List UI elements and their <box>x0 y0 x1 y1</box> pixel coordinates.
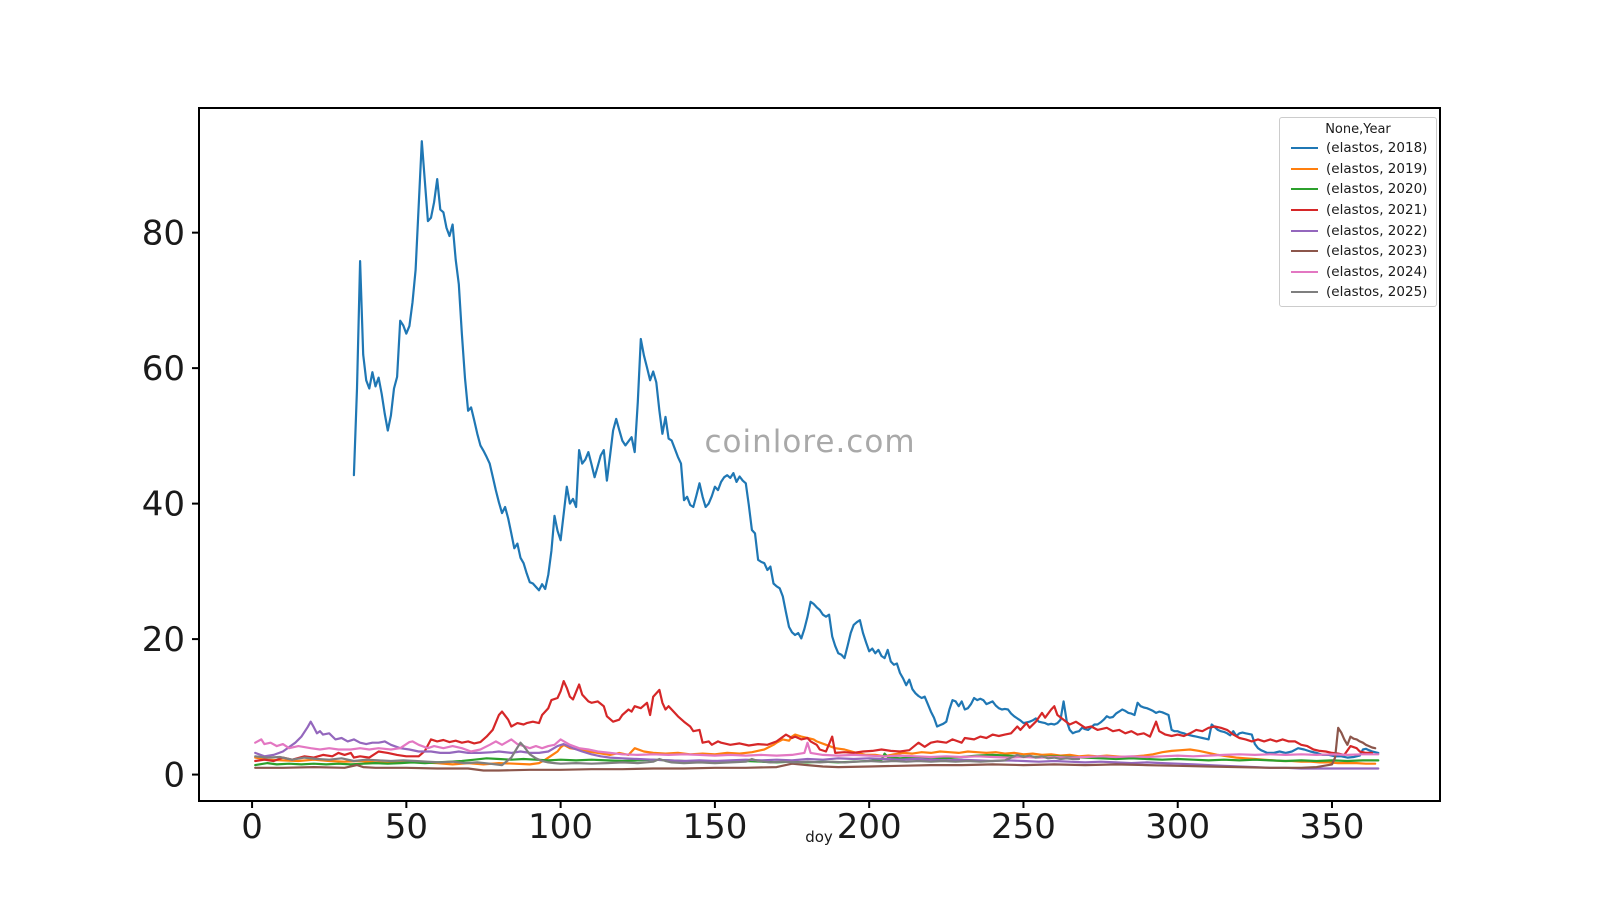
legend-line-sample <box>1291 188 1318 191</box>
series-line-elastos2023 <box>254 726 1377 772</box>
legend-entry-label: (elastos, 2018) <box>1326 140 1428 157</box>
legend-entry: (elastos, 2025) <box>1280 282 1436 303</box>
x-tick-label: 100 <box>528 807 593 847</box>
y-tick-label: 0 <box>163 756 185 796</box>
x-tick-label: 150 <box>682 807 747 847</box>
legend-title: None,Year <box>1325 122 1391 137</box>
legend-entry: (elastos, 2020) <box>1280 179 1436 200</box>
legend-line-sample <box>1291 147 1318 150</box>
legend-entry-label: (elastos, 2020) <box>1326 181 1428 198</box>
legend-entry-label: (elastos, 2019) <box>1326 160 1428 177</box>
y-tick-label: 20 <box>142 620 185 660</box>
x-tick-label: 250 <box>991 807 1056 847</box>
legend-entry: (elastos, 2024) <box>1280 262 1436 283</box>
x-axis-label: doy <box>805 828 833 846</box>
legend-entry: (elastos, 2021) <box>1280 200 1436 221</box>
series-line-elastos2024 <box>254 738 1380 759</box>
x-tick-label: 50 <box>385 807 428 847</box>
legend-entry-label: (elastos, 2023) <box>1326 243 1428 260</box>
y-tick-label: 40 <box>142 485 185 525</box>
x-tick-label: 200 <box>837 807 902 847</box>
y-tick-label: 60 <box>142 349 185 389</box>
legend-line-sample <box>1291 250 1318 253</box>
x-tick-label: 300 <box>1145 807 1210 847</box>
legend-entry: (elastos, 2018) <box>1280 138 1436 159</box>
legend-line-sample <box>1291 229 1318 232</box>
y-tick-label: 80 <box>142 214 185 254</box>
legend-line-sample <box>1291 167 1318 170</box>
series-line-elastos2018 <box>352 140 1380 759</box>
plot-border <box>198 107 1441 802</box>
x-tick-label: 350 <box>1300 807 1365 847</box>
legend-entry: (elastos, 2023) <box>1280 241 1436 262</box>
series-line-elastos2022 <box>254 720 1380 770</box>
legend-entry-label: (elastos, 2021) <box>1326 202 1428 219</box>
series-line-elastos2019 <box>254 733 1377 766</box>
series-line-elastos2021 <box>254 680 1374 763</box>
series-line-elastos2025 <box>254 741 1081 767</box>
legend-line-sample <box>1291 270 1318 273</box>
legend-line-sample <box>1291 209 1318 212</box>
legend-entry: (elastos, 2019) <box>1280 159 1436 180</box>
legend: None,Year (elastos, 2018) (elastos, 2019)… <box>1279 117 1437 307</box>
legend-entry-label: (elastos, 2024) <box>1326 263 1428 280</box>
x-tick-label: 0 <box>241 807 263 847</box>
legend-entry-label: (elastos, 2022) <box>1326 222 1428 239</box>
legend-entry: (elastos, 2022) <box>1280 220 1436 241</box>
watermark: coinlore.com <box>704 424 916 460</box>
legend-line-sample <box>1291 291 1318 294</box>
legend-entry-label: (elastos, 2025) <box>1326 284 1428 301</box>
